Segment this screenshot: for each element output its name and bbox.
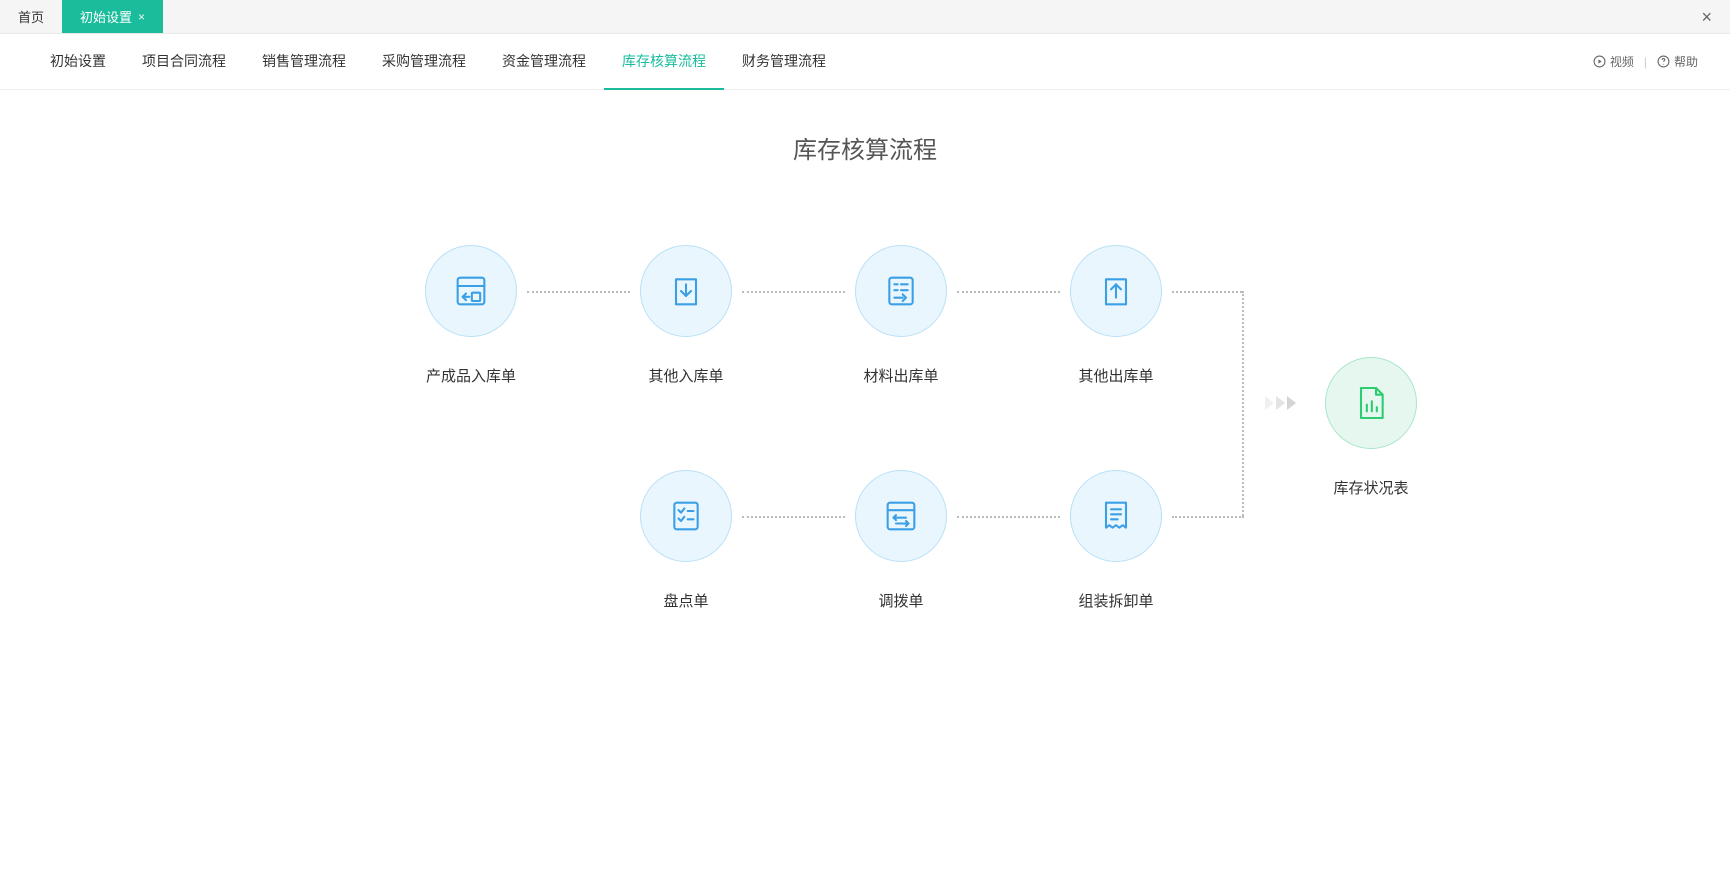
node-circle xyxy=(640,470,732,562)
close-icon[interactable]: × xyxy=(138,10,145,24)
node-label: 库存状况表 xyxy=(1333,477,1408,498)
connector xyxy=(1172,291,1242,293)
nav-tab-sales-mgmt[interactable]: 销售管理流程 xyxy=(244,34,364,90)
top-tab-home[interactable]: 首页 xyxy=(0,0,62,33)
node-circle xyxy=(855,245,947,337)
connector xyxy=(957,516,1060,518)
top-tab-initial-settings[interactable]: 初始设置 × xyxy=(62,0,163,33)
connector xyxy=(742,291,845,293)
doc-chart-icon xyxy=(1351,383,1391,423)
nav-tab-project-contract[interactable]: 项目合同流程 xyxy=(124,34,244,90)
video-link[interactable]: 视频 xyxy=(1593,53,1634,70)
help-link[interactable]: 帮助 xyxy=(1657,53,1698,70)
flow-node-other-out[interactable]: 其他出库单 xyxy=(1070,245,1162,386)
top-tab-label: 初始设置 xyxy=(80,7,132,26)
node-label: 其他入库单 xyxy=(648,365,723,386)
doc-upload-icon xyxy=(1096,271,1136,311)
page-title: 库存核算流程 xyxy=(0,130,1730,165)
nav-tab-initial-settings[interactable]: 初始设置 xyxy=(32,34,124,90)
top-tab-label: 首页 xyxy=(18,7,44,26)
top-tab-bar: 首页 初始设置 × × xyxy=(0,0,1730,34)
node-circle xyxy=(855,470,947,562)
node-circle xyxy=(1070,470,1162,562)
divider: | xyxy=(1644,55,1647,69)
doc-swap-icon xyxy=(881,496,921,536)
flow-node-material-out[interactable]: 材料出库单 xyxy=(855,245,947,386)
node-circle xyxy=(1070,245,1162,337)
connector xyxy=(742,516,845,518)
nav-tab-finance-mgmt[interactable]: 财务管理流程 xyxy=(724,34,844,90)
node-circle xyxy=(425,245,517,337)
arrow-icon xyxy=(1265,396,1296,410)
node-label: 组装拆卸单 xyxy=(1078,590,1153,611)
doc-download-icon xyxy=(666,271,706,311)
flow-diagram: 产成品入库单 其他入库单 xyxy=(165,245,1565,695)
doc-receipt-icon xyxy=(1096,496,1136,536)
node-label: 产成品入库单 xyxy=(426,365,516,386)
close-all-tabs-button[interactable]: × xyxy=(1701,0,1712,34)
doc-list-arrow-icon xyxy=(881,271,921,311)
flow-node-finished-goods-in[interactable]: 产成品入库单 xyxy=(425,245,517,386)
flow-node-assembly[interactable]: 组装拆卸单 xyxy=(1070,470,1162,611)
node-label: 材料出库单 xyxy=(863,365,938,386)
play-icon xyxy=(1593,55,1606,68)
nav-tabs: 初始设置 项目合同流程 销售管理流程 采购管理流程 资金管理流程 库存核算流程 … xyxy=(0,34,1730,90)
help-icon xyxy=(1657,55,1670,68)
nav-tab-purchase-mgmt[interactable]: 采购管理流程 xyxy=(364,34,484,90)
node-label: 其他出库单 xyxy=(1078,365,1153,386)
nav-tab-inventory[interactable]: 库存核算流程 xyxy=(604,34,724,90)
node-circle xyxy=(1325,357,1417,449)
doc-check-icon xyxy=(666,496,706,536)
connector xyxy=(527,291,630,293)
node-circle xyxy=(640,245,732,337)
node-label: 调拨单 xyxy=(878,590,923,611)
flow-node-inventory-count[interactable]: 盘点单 xyxy=(640,470,732,611)
doc-in-box-icon xyxy=(451,271,491,311)
flow-node-inventory-report[interactable]: 库存状况表 xyxy=(1325,357,1417,498)
nav-tab-funds-mgmt[interactable]: 资金管理流程 xyxy=(484,34,604,90)
node-label: 盘点单 xyxy=(663,590,708,611)
main-content: 库存核算流程 xyxy=(0,90,1730,735)
nav-right-actions: 视频 | 帮助 xyxy=(1593,53,1698,70)
flow-node-other-in[interactable]: 其他入库单 xyxy=(640,245,732,386)
connector xyxy=(1172,516,1244,518)
connector xyxy=(957,291,1060,293)
connector xyxy=(1242,291,1244,516)
flow-node-transfer[interactable]: 调拨单 xyxy=(855,470,947,611)
